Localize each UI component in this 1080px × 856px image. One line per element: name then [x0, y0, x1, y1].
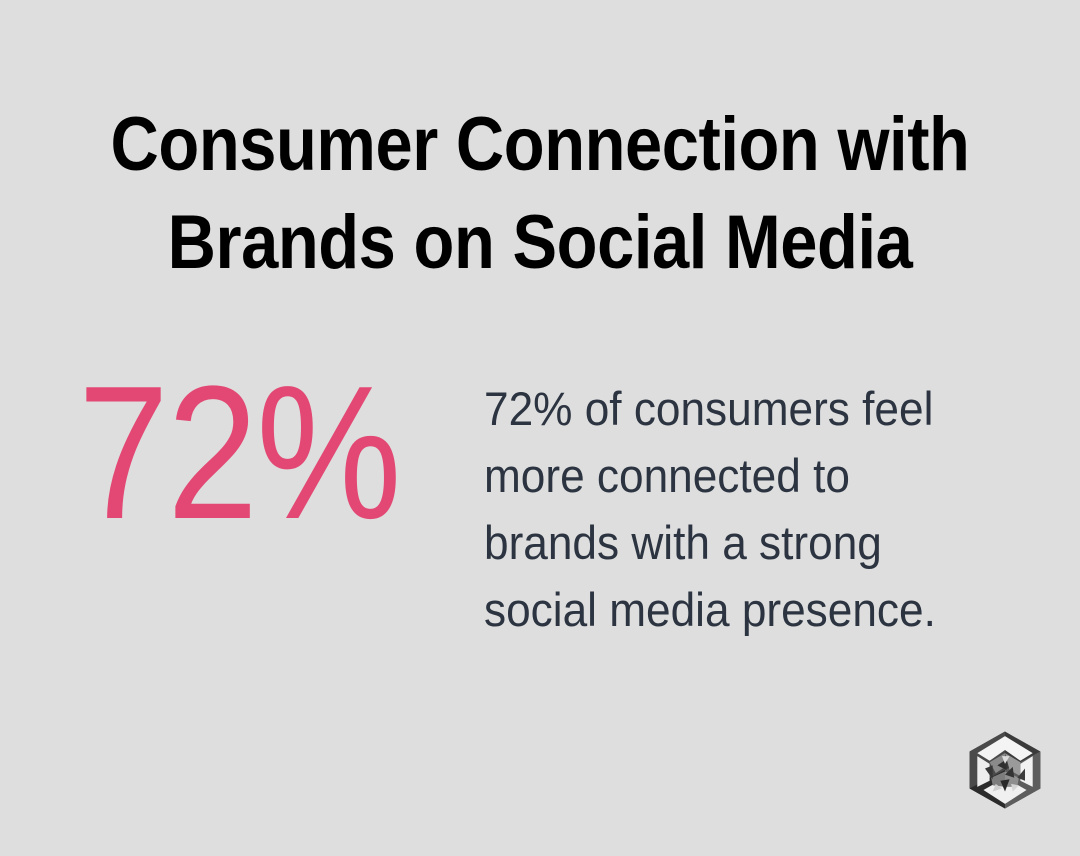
statistic-description: 72% of consumers feel more connected to … [484, 382, 936, 636]
hexagonal-polyhedron-logo-icon [966, 730, 1044, 810]
page-title: Consumer Connection with Brands on Socia… [0, 96, 1080, 292]
statistic-value: 72% [78, 347, 402, 559]
title-line-2: Brands on Social Media [167, 200, 913, 285]
title-line-1: Consumer Connection with [110, 102, 970, 187]
statistic-row: 72% 72% of consumers feel more connected… [0, 358, 1080, 658]
